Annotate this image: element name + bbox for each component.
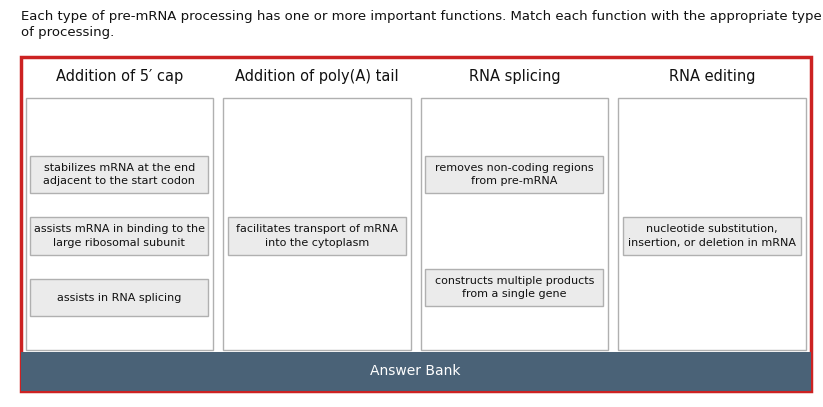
- FancyBboxPatch shape: [223, 98, 411, 350]
- FancyBboxPatch shape: [425, 269, 603, 306]
- Text: stabilizes mRNA at the end
adjacent to the start codon: stabilizes mRNA at the end adjacent to t…: [44, 163, 195, 186]
- Text: Addition of 5′ cap: Addition of 5′ cap: [56, 69, 183, 84]
- FancyBboxPatch shape: [425, 156, 603, 193]
- Text: Answer Bank: Answer Bank: [370, 364, 461, 379]
- FancyBboxPatch shape: [623, 217, 801, 255]
- Text: assists in RNA splicing: assists in RNA splicing: [57, 293, 182, 302]
- Text: RNA splicing: RNA splicing: [468, 69, 560, 84]
- Text: constructs multiple products
from a single gene: constructs multiple products from a sing…: [435, 276, 594, 299]
- Text: facilitates transport of mRNA
into the cytoplasm: facilitates transport of mRNA into the c…: [236, 224, 398, 247]
- FancyBboxPatch shape: [30, 279, 208, 316]
- FancyBboxPatch shape: [618, 98, 806, 350]
- Text: Each type of pre-mRNA processing has one or more important functions. Match each: Each type of pre-mRNA processing has one…: [21, 10, 821, 23]
- Text: of processing.: of processing.: [21, 26, 114, 39]
- FancyBboxPatch shape: [228, 217, 406, 255]
- FancyBboxPatch shape: [26, 98, 213, 350]
- Text: nucleotide substitution,
insertion, or deletion in mRNA: nucleotide substitution, insertion, or d…: [628, 224, 796, 247]
- Text: assists mRNA in binding to the
large ribosomal subunit: assists mRNA in binding to the large rib…: [34, 224, 205, 247]
- FancyBboxPatch shape: [421, 98, 608, 350]
- Text: removes non-coding regions
from pre-mRNA: removes non-coding regions from pre-mRNA: [435, 163, 593, 186]
- Text: Addition of poly(A) tail: Addition of poly(A) tail: [235, 69, 398, 84]
- FancyBboxPatch shape: [30, 217, 208, 255]
- FancyBboxPatch shape: [30, 156, 208, 193]
- FancyBboxPatch shape: [21, 352, 811, 391]
- Text: RNA editing: RNA editing: [668, 69, 756, 84]
- FancyBboxPatch shape: [21, 57, 811, 391]
